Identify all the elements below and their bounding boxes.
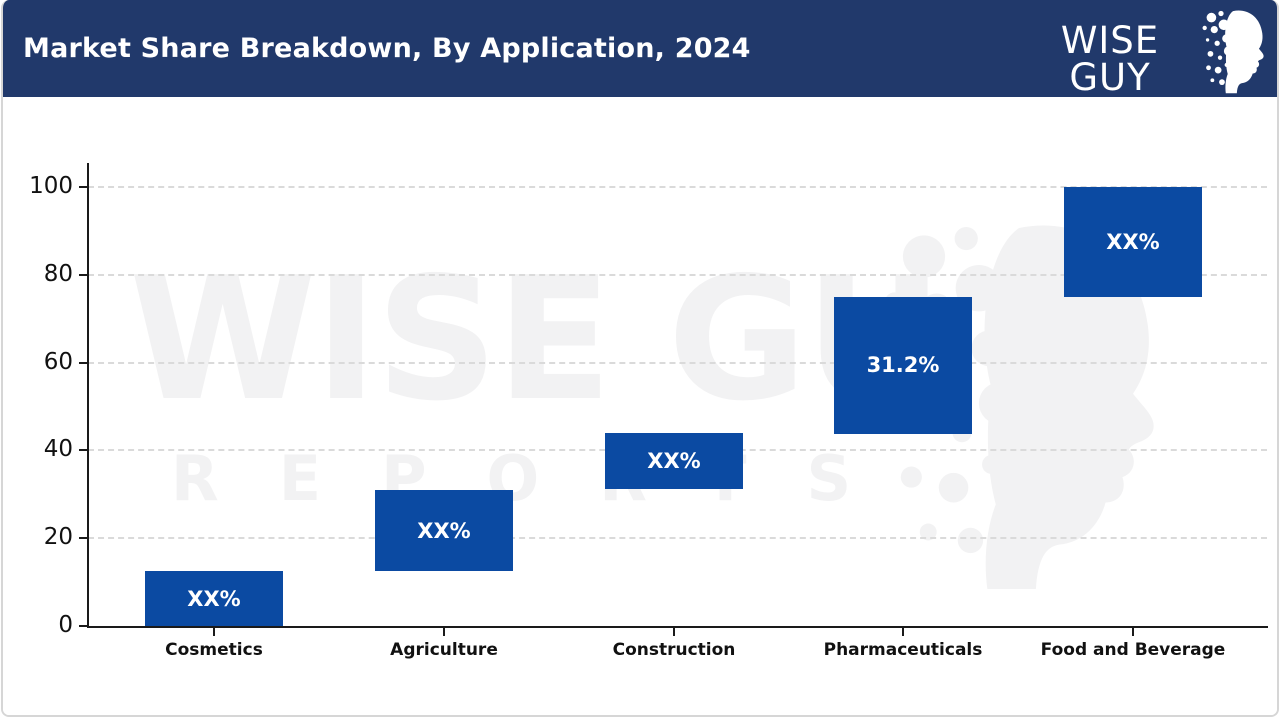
bar-value-label-food-and-beverage: XX% [1106, 229, 1160, 254]
gridline-80 [88, 273, 1267, 276]
y-tick-40 [79, 449, 87, 452]
gridline-20 [88, 537, 1267, 540]
y-tick-label-40: 40 [43, 436, 73, 463]
gridline-100 [88, 186, 1267, 188]
bar-value-label-agriculture: XX% [417, 518, 471, 543]
y-tick-100 [79, 186, 87, 188]
bar-agriculture: XX% [375, 489, 513, 572]
bar-value-label-pharmaceuticals: 31.2% [866, 353, 940, 378]
chart-header: Market Share Breakdown, By Application, … [3, 0, 1277, 115]
x-axis-line [87, 626, 1268, 628]
y-tick-label-100: 100 [29, 173, 73, 199]
gridline-60 [88, 361, 1267, 364]
x-tick-label-cosmetics: Cosmetics [165, 640, 263, 660]
y-tick-label-60: 60 [43, 348, 73, 375]
bar-food-and-beverage: XX% [1064, 187, 1202, 297]
y-tick-label-80: 80 [43, 260, 73, 287]
x-tick-agriculture [443, 628, 445, 636]
bar-cosmetics: XX% [145, 571, 283, 626]
x-tick-label-construction: Construction [612, 640, 736, 660]
bar-value-label-construction: XX% [647, 448, 701, 473]
watermark-wordmark: WISE GU [129, 241, 943, 439]
y-tick-80 [79, 273, 87, 276]
y-tick-label-20: 20 [43, 524, 73, 551]
x-tick-food-and-beverage [1132, 628, 1134, 636]
y-tick-0 [79, 625, 87, 627]
watermark-face-icon [884, 225, 1154, 589]
x-tick-label-agriculture: Agriculture [390, 640, 498, 660]
logo-wordmark: WISE GUY [1060, 19, 1160, 99]
x-tick-label-food-and-beverage: Food and Beverage [1040, 640, 1226, 660]
bar-pharmaceuticals: 31.2% [834, 296, 972, 434]
x-tick-cosmetics [213, 628, 215, 636]
chart-title: Market Share Breakdown, By Application, … [23, 33, 751, 64]
bar-value-label-cosmetics: XX% [187, 586, 241, 611]
logo-face-icon [1202, 10, 1264, 94]
y-tick-label-0: 0 [58, 612, 73, 638]
cartesian-plot: 0 20 40 60 80 100 XX% Cosmetics XX% Agriculture XX… [3, 97, 1277, 715]
bar-construction: XX% [605, 432, 743, 490]
x-tick-construction [673, 628, 675, 636]
x-tick-label-pharmaceuticals: Pharmaceuticals [823, 640, 983, 660]
y-tick-60 [79, 361, 87, 364]
x-tick-pharmaceuticals [902, 628, 904, 636]
y-axis-line [87, 163, 89, 628]
plot-region: WISE GU REPORTS 0 20 40 60 80 100 XX% Cosmetics… [3, 97, 1277, 715]
y-tick-20 [79, 537, 87, 540]
wise-guy-reports-logo: WISE GUY REPORTS [1019, 4, 1269, 115]
